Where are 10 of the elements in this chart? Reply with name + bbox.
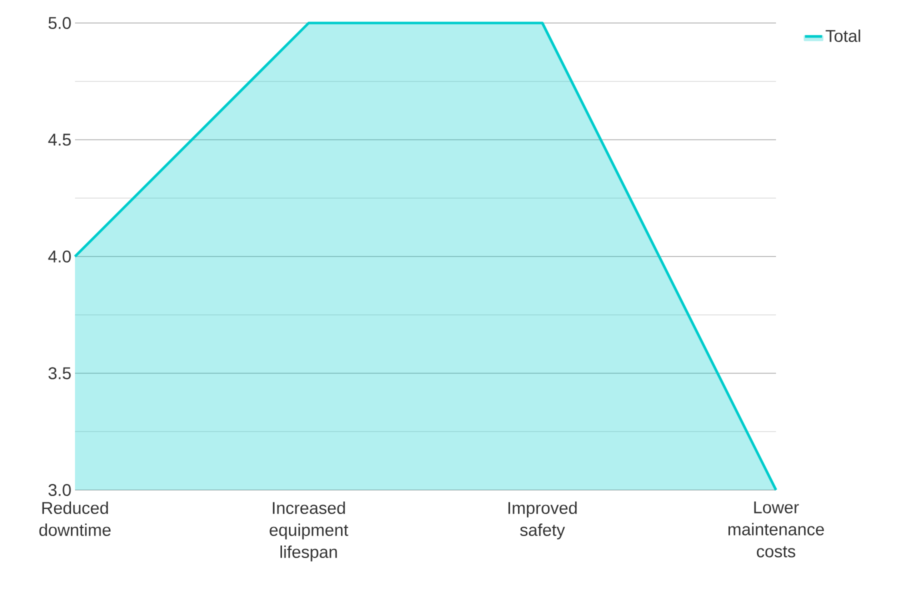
- legend-label: Total: [826, 30, 860, 42]
- y-tick-label: 3.0: [48, 484, 71, 496]
- y-tick-label: 3.5: [48, 367, 71, 380]
- y-tick-label: 5.0: [48, 16, 71, 30]
- x-tick-label: Reduced downtime: [39, 502, 111, 536]
- y-tick-label: 4.5: [48, 134, 71, 146]
- y-tick-label: 4.0: [48, 250, 71, 263]
- x-tick-label: Lower maintenance costs: [728, 502, 824, 558]
- x-tick-label: Improved safety: [508, 502, 577, 540]
- x-tick-label: Increased equipment lifespan: [270, 502, 348, 562]
